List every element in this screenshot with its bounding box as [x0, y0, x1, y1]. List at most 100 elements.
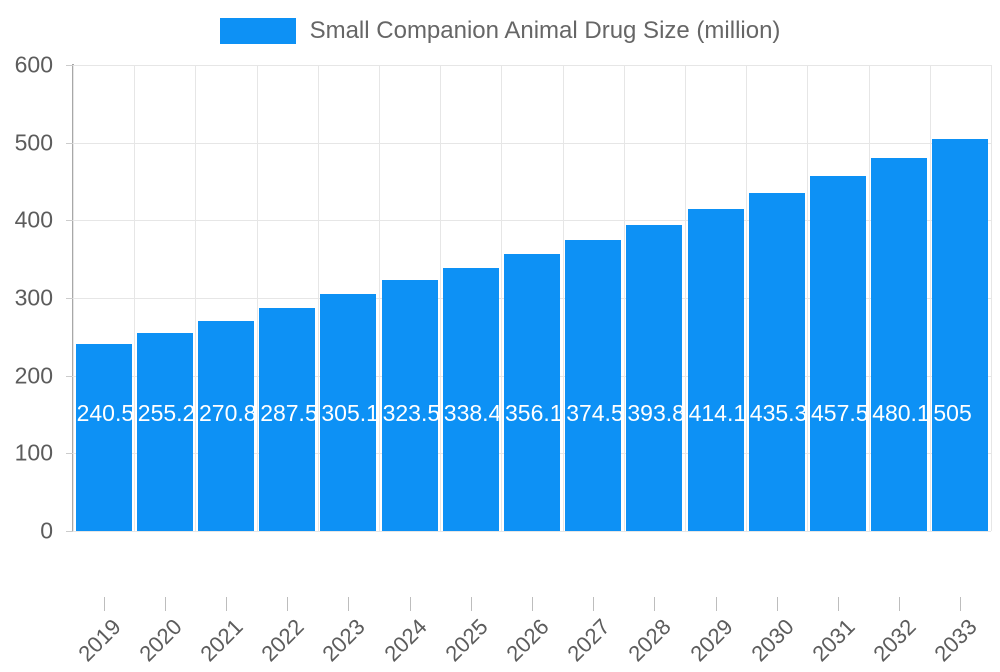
- bar-2019[interactable]: 240.5: [75, 65, 132, 531]
- x-axis-tick-label: 2032: [868, 614, 921, 667]
- bar-value-label: 505: [933, 399, 972, 426]
- gridline-vertical: [501, 65, 502, 531]
- y-axis-tick-label: 400: [14, 206, 53, 233]
- y-axis-tick-label: 300: [14, 284, 53, 311]
- legend-item-small-companion-animal-drug-size[interactable]: Small Companion Animal Drug Size (millio…: [219, 17, 781, 45]
- gridline-vertical: [318, 65, 319, 531]
- x-axis-tick-label: 2019: [72, 614, 126, 667]
- gridline-horizontal: [73, 65, 991, 66]
- legend-label: Small Companion Animal Drug Size (millio…: [309, 17, 781, 44]
- bar-rect[interactable]: 374.5: [565, 240, 622, 531]
- bar-2022[interactable]: 287.5: [259, 65, 316, 531]
- y-axis-tick-mark: [66, 375, 73, 377]
- bar-2033[interactable]: 505: [932, 65, 989, 531]
- bar-rect[interactable]: 414.1: [687, 209, 744, 531]
- y-axis-tick-label: 0: [40, 517, 53, 544]
- x-axis-tick-mark: [165, 597, 166, 611]
- gridline-vertical: [991, 65, 992, 531]
- x-axis-tick-mark: [348, 597, 349, 611]
- bar-2030[interactable]: 435.3: [748, 65, 805, 531]
- bar-rect[interactable]: 457.5: [810, 175, 866, 531]
- bar-2026[interactable]: 356.1: [504, 65, 560, 531]
- x-axis-tick-mark: [838, 597, 839, 611]
- bar-rect[interactable]: 305.1: [320, 294, 377, 531]
- bar-rect[interactable]: 270.8: [198, 320, 254, 531]
- x-axis-tick-mark: [716, 597, 717, 611]
- gridline-vertical: [440, 65, 441, 531]
- x-axis-tick-label: 2027: [562, 614, 615, 667]
- gridline-vertical: [563, 65, 564, 531]
- y-axis-tick-mark: [66, 142, 73, 144]
- gridline-vertical: [134, 65, 135, 531]
- x-axis-tick-label: 2033: [929, 614, 983, 667]
- gridline-vertical: [685, 65, 686, 531]
- bar-chart: Small Companion Animal Drug Size (millio…: [0, 10, 1000, 666]
- bar-2023[interactable]: 305.1: [320, 65, 377, 531]
- bar-value-label: 255.2: [137, 399, 193, 426]
- bar-value-label: 480.1: [872, 399, 928, 426]
- gridline-vertical: [624, 65, 625, 531]
- gridline-vertical: [379, 65, 380, 531]
- bar-value-label: 435.3: [749, 399, 805, 426]
- bar-rect[interactable]: 323.5: [381, 279, 438, 531]
- y-axis-tick-mark: [66, 220, 73, 222]
- x-axis-tick-label: 2029: [684, 614, 738, 667]
- bar-2028[interactable]: 393.8: [626, 65, 683, 531]
- x-axis-tick-mark: [287, 597, 288, 611]
- y-axis-tick-label: 200: [14, 362, 53, 389]
- x-axis-tick-label: 2025: [440, 614, 493, 667]
- bar-rect[interactable]: 505: [932, 138, 989, 531]
- gridline-vertical: [930, 65, 931, 531]
- x-axis-tick-label: 2031: [807, 614, 860, 667]
- y-axis-tick-label: 500: [14, 129, 53, 156]
- plot-area: 0 100 200 300 400 500 600 240.5 255.2 270.8 287.5…: [15, 52, 992, 666]
- bar-2020[interactable]: 255.2: [136, 65, 193, 531]
- bar-2027[interactable]: 374.5: [565, 65, 622, 531]
- bar-2029[interactable]: 414.1: [687, 65, 744, 531]
- x-axis-tick-mark: [593, 597, 594, 611]
- bar-value-label: 338.4: [443, 399, 499, 426]
- x-axis-tick-label: 2021: [195, 614, 248, 667]
- bar-value-label: 305.1: [321, 399, 377, 426]
- bar-2021[interactable]: 270.8: [198, 65, 254, 531]
- bar-value-label: 270.8: [199, 399, 254, 426]
- bar-rect[interactable]: 338.4: [442, 268, 499, 531]
- x-axis-tick-mark: [226, 597, 227, 611]
- y-axis-tick-mark: [66, 453, 73, 455]
- gridline-horizontal: [73, 142, 991, 144]
- bar-2032[interactable]: 480.1: [871, 65, 928, 531]
- x-axis-tick-mark: [654, 597, 655, 611]
- x-axis-tick-label: 2023: [317, 614, 371, 667]
- x-axis-tick-mark: [777, 597, 778, 611]
- gridline-horizontal: [73, 531, 991, 532]
- legend-color-swatch: [219, 18, 296, 44]
- bar-value-label: 374.5: [566, 399, 622, 426]
- bar-value-label: 356.1: [505, 399, 560, 426]
- bar-value-label: 414.1: [688, 399, 744, 426]
- bar-rect[interactable]: 435.3: [748, 192, 805, 531]
- bar-value-label: 457.5: [811, 399, 866, 426]
- bar-2024[interactable]: 323.5: [381, 65, 438, 531]
- bar-rect[interactable]: 287.5: [259, 307, 316, 531]
- gridline-vertical: [73, 65, 74, 531]
- y-axis-tick-mark: [66, 65, 73, 66]
- gridline-vertical: [195, 65, 196, 531]
- x-axis-tick-label: 2024: [378, 614, 432, 667]
- gridline-vertical: [807, 65, 808, 531]
- bar-2031[interactable]: 457.5: [810, 65, 866, 531]
- bar-rect[interactable]: 480.1: [871, 158, 928, 531]
- bar-2025[interactable]: 338.4: [442, 65, 499, 531]
- bar-rect[interactable]: 356.1: [504, 254, 560, 531]
- x-axis-tick-mark: [532, 597, 533, 611]
- x-axis-tick-label: 2026: [501, 614, 554, 667]
- bar-value-label: 393.8: [627, 399, 683, 426]
- bar-rect[interactable]: 393.8: [626, 225, 683, 531]
- bar-rect[interactable]: 255.2: [136, 332, 193, 531]
- bar-rect[interactable]: 240.5: [75, 344, 132, 531]
- gridline-vertical: [746, 65, 747, 531]
- x-axis-tick-mark: [104, 597, 105, 611]
- chart-legend: Small Companion Animal Drug Size (millio…: [0, 10, 1000, 52]
- bar-value-label: 323.5: [382, 399, 438, 426]
- x-axis-tick-mark: [960, 597, 961, 611]
- y-axis-tick-mark: [66, 531, 73, 532]
